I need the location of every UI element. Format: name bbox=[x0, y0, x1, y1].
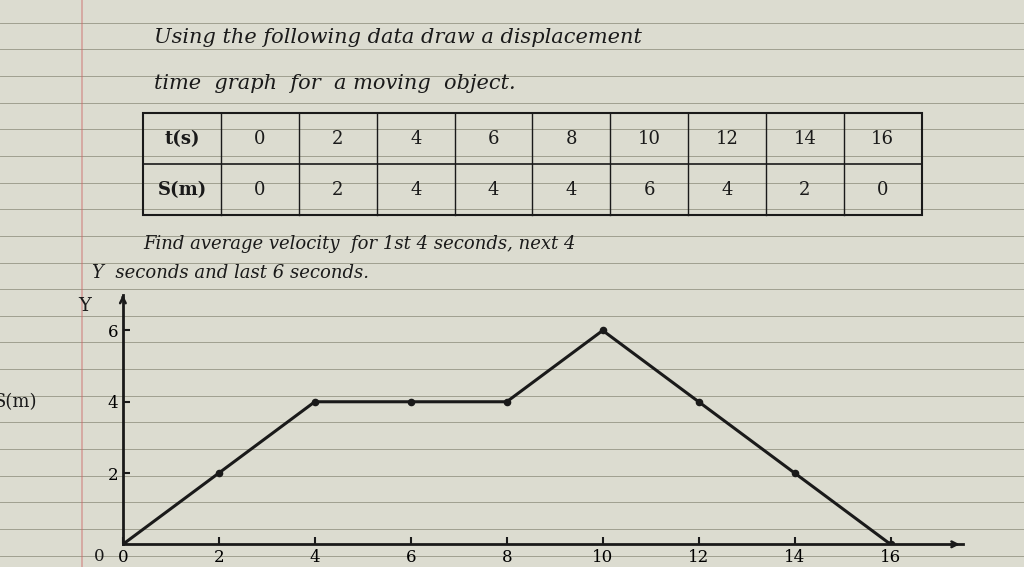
Text: 4: 4 bbox=[410, 181, 422, 199]
Text: 8: 8 bbox=[565, 130, 578, 148]
Text: Find average velocity  for 1st 4 seconds, next 4: Find average velocity for 1st 4 seconds,… bbox=[143, 235, 575, 253]
Text: 12: 12 bbox=[716, 130, 738, 148]
Text: 0: 0 bbox=[254, 181, 266, 199]
Text: 4: 4 bbox=[565, 181, 578, 199]
Text: 6: 6 bbox=[643, 181, 655, 199]
Text: 0: 0 bbox=[93, 548, 104, 565]
Point bbox=[402, 397, 419, 407]
Text: 6: 6 bbox=[487, 130, 500, 148]
Point bbox=[499, 397, 515, 407]
Text: 4: 4 bbox=[721, 181, 733, 199]
Text: 10: 10 bbox=[638, 130, 660, 148]
Text: 16: 16 bbox=[871, 130, 894, 148]
Point bbox=[883, 540, 899, 549]
Point bbox=[211, 468, 227, 477]
Text: time  graph  for  a moving  object.: time graph for a moving object. bbox=[154, 74, 515, 93]
Text: S(m): S(m) bbox=[0, 393, 37, 411]
Text: 2: 2 bbox=[332, 181, 344, 199]
Point bbox=[786, 468, 803, 477]
Text: S(m): S(m) bbox=[158, 181, 207, 199]
Text: 4: 4 bbox=[410, 130, 422, 148]
Text: 4: 4 bbox=[487, 181, 500, 199]
Text: t(s): t(s) bbox=[165, 130, 200, 148]
Point bbox=[115, 540, 131, 549]
Text: 14: 14 bbox=[794, 130, 816, 148]
Text: Y  seconds and last 6 seconds.: Y seconds and last 6 seconds. bbox=[92, 264, 370, 282]
Point bbox=[306, 397, 323, 407]
Text: 2: 2 bbox=[799, 181, 811, 199]
Text: Y: Y bbox=[78, 297, 91, 315]
Text: 0: 0 bbox=[877, 181, 889, 199]
Text: 2: 2 bbox=[332, 130, 344, 148]
Point bbox=[690, 397, 707, 407]
Text: 0: 0 bbox=[254, 130, 266, 148]
Point bbox=[595, 326, 611, 335]
Text: Using the following data draw a displacement: Using the following data draw a displace… bbox=[154, 28, 641, 48]
